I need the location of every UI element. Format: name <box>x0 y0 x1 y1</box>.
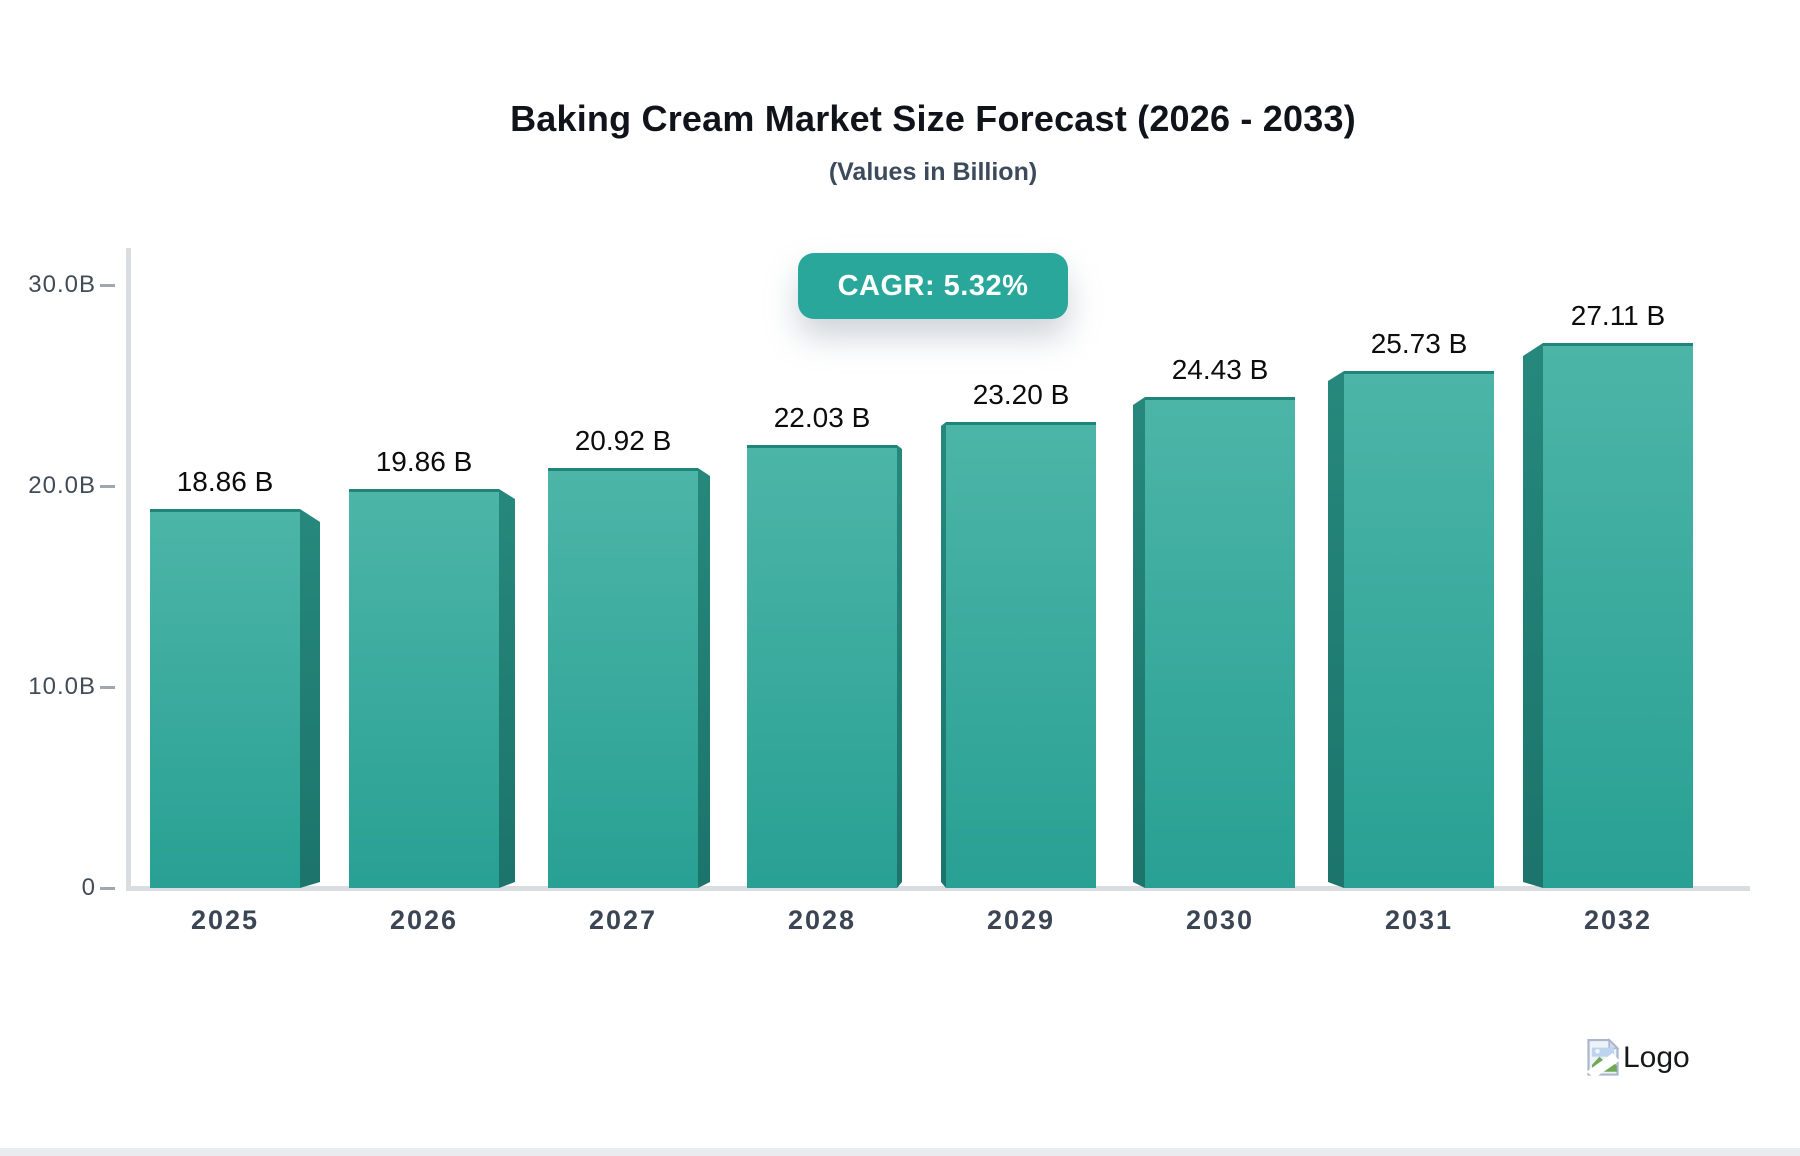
bar-value-label: 27.11 B <box>1570 300 1666 331</box>
x-tick-label-2028: 2028 <box>787 905 857 935</box>
x-tick-label-2030: 2030 <box>1185 905 1255 935</box>
bar-side-2032 <box>1523 343 1543 888</box>
x-tick-label-2027: 2027 <box>588 905 658 935</box>
bottom-border-strip <box>0 1148 1800 1156</box>
bar-2027 <box>548 468 698 888</box>
x-tick-label-2025: 2025 <box>190 905 260 935</box>
logo: Logo <box>1585 1038 1690 1078</box>
bar-2030 <box>1145 397 1295 888</box>
bar-side-2026 <box>499 489 515 888</box>
cagr-badge: CAGR: 5.32% <box>797 253 1069 319</box>
bar-value-label: 25.73 B <box>1370 328 1468 359</box>
chart-subtitle: (Values in Billion) <box>828 158 1038 186</box>
logo-text: Logo <box>1623 1041 1690 1074</box>
x-tick-label-2029: 2029 <box>986 905 1056 935</box>
bar-2028 <box>747 445 897 888</box>
x-tick-label-2026: 2026 <box>389 905 459 935</box>
bar-2025 <box>150 509 300 888</box>
y-tick-dash <box>100 686 115 689</box>
bar-value-label: 18.86 B <box>176 466 274 497</box>
y-tick-label: 20.0B <box>28 472 96 499</box>
broken-image-icon <box>1586 1038 1620 1078</box>
bar-side-2028 <box>897 445 902 888</box>
cagr-badge-wrap: CAGR: 5.32% <box>128 253 1738 319</box>
bar-side-2027 <box>698 468 710 888</box>
y-tick-label: 10.0B <box>28 673 96 700</box>
bar-side-2030 <box>1133 397 1145 888</box>
x-tick-label-2032: 2032 <box>1583 905 1653 935</box>
x-tick-label-2031: 2031 <box>1384 905 1454 935</box>
bar-value-label: 22.03 B <box>773 402 871 433</box>
bar-side-2025 <box>300 509 320 888</box>
y-axis-line <box>126 248 131 888</box>
y-tick-dash <box>100 887 115 890</box>
bar-2029 <box>946 422 1096 888</box>
x-axis-baseline <box>126 886 1750 891</box>
bar-2031 <box>1344 371 1494 888</box>
bar-value-label: 19.86 B <box>375 446 473 477</box>
bar-2026 <box>349 489 499 888</box>
bar-side-2031 <box>1328 371 1344 888</box>
bar-2032 <box>1543 343 1693 888</box>
bar-value-label: 24.43 B <box>1171 354 1269 385</box>
chart-title: Baking Cream Market Size Forecast (2026 … <box>510 98 1356 139</box>
y-tick-dash <box>100 485 115 488</box>
y-tick-label: 30.0B <box>28 271 96 298</box>
bar-side-2029 <box>941 422 946 888</box>
y-tick-label: 0 <box>81 874 96 901</box>
bar-value-label: 23.20 B <box>972 379 1070 410</box>
bar-value-label: 20.92 B <box>574 425 672 456</box>
y-tick-dash <box>100 284 115 287</box>
